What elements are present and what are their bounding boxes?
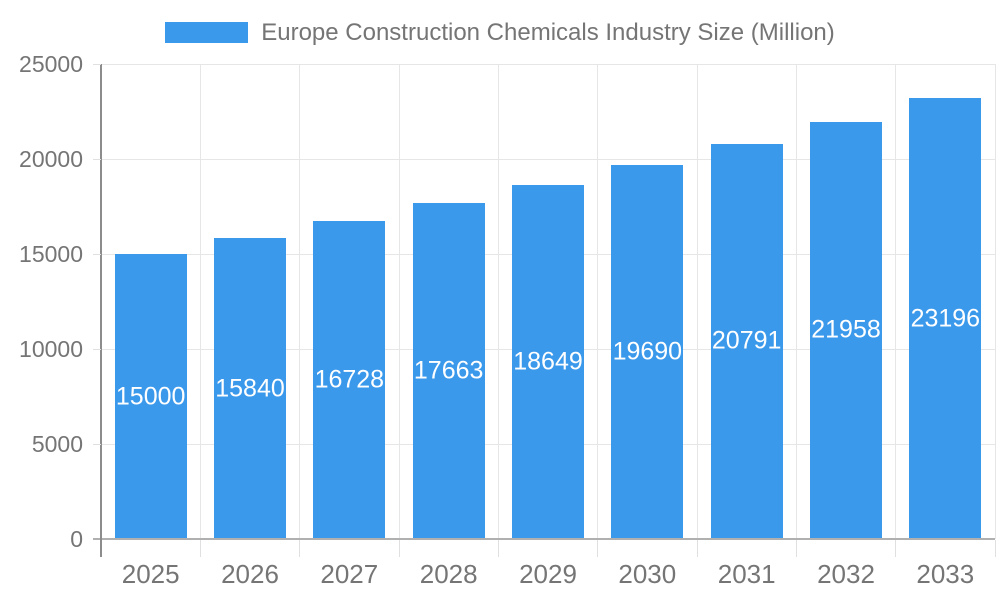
vertical-gridline [497,64,499,539]
vertical-gridline [299,64,301,539]
x-axis-tick [398,540,400,557]
vertical-gridline [597,64,599,539]
x-tick-label: 2031 [717,559,776,589]
vertical-gridline [994,64,996,539]
y-axis-tick [93,443,101,445]
chart-legend[interactable]: Europe Construction Chemicals Industry S… [0,14,1000,51]
y-tick-label: 10000 [19,336,83,362]
bar-value-label: 23196 [910,304,981,333]
x-tick-label: 2027 [320,559,379,589]
bar-value-label: 15000 [115,382,186,410]
y-axis-tick [93,158,101,160]
x-tick-label: 2032 [817,559,875,589]
x-tick-label: 2026 [221,559,279,589]
horizontal-gridline [101,158,995,160]
x-axis-tick [895,540,897,557]
vertical-gridline [199,64,201,539]
x-tick-label: 2033 [916,559,975,589]
x-axis-tick [597,540,599,557]
x-tick-label: 2030 [618,559,677,589]
bar-value-label: 16728 [314,365,385,394]
x-axis-tick [199,540,201,557]
x-axis-tick [994,540,996,557]
x-axis-tick [795,540,797,557]
x-axis-tick [299,540,301,557]
x-axis-tick [696,540,698,557]
y-tick-label: 5000 [31,431,83,457]
bar-value-label: 21958 [811,315,881,344]
bar-2030: 19690 [611,164,684,539]
x-tick-label: 2025 [121,559,180,589]
bar-2027: 16728 [313,221,386,539]
x-tick-label: 2028 [419,559,478,589]
vertical-gridline [795,64,797,539]
y-axis-tick [93,253,101,255]
y-tick-label: 15000 [19,241,83,267]
bar-2031: 20791 [710,143,783,539]
x-axis-tick [497,540,499,557]
bar-2029: 18649 [512,184,584,539]
bar-2028: 17663 [412,203,485,539]
y-axis-tick [93,63,101,65]
bar-value-label: 17663 [413,356,484,385]
y-axis-tick [93,348,101,350]
x-tick-label: 2029 [519,559,577,589]
x-axis-baseline [93,538,995,540]
plot-area: 15000 15840 16728 17663 18649 19690 20791 21958… [101,63,996,539]
y-tick-label: 0 [70,526,83,552]
y-tick-label: 25000 [19,51,83,77]
vertical-gridline [696,64,698,539]
bar-2033: 23196 [909,98,982,539]
bar-2032: 21958 [810,121,882,539]
legend-series-label: Europe Construction Chemicals Industry S… [261,18,835,46]
vertical-gridline [895,64,897,539]
bar-2025: 15000 [114,254,187,539]
vertical-gridline [398,64,400,539]
y-axis-line [100,64,102,557]
bar-value-label: 19690 [612,337,683,366]
y-tick-label: 20000 [19,146,83,172]
legend-swatch [165,22,249,43]
bar-value-label: 18649 [513,347,583,376]
bar-value-label: 15840 [215,374,285,403]
bar-value-label: 20791 [711,326,782,355]
horizontal-gridline [101,63,995,65]
bar-2026: 15840 [214,238,286,539]
